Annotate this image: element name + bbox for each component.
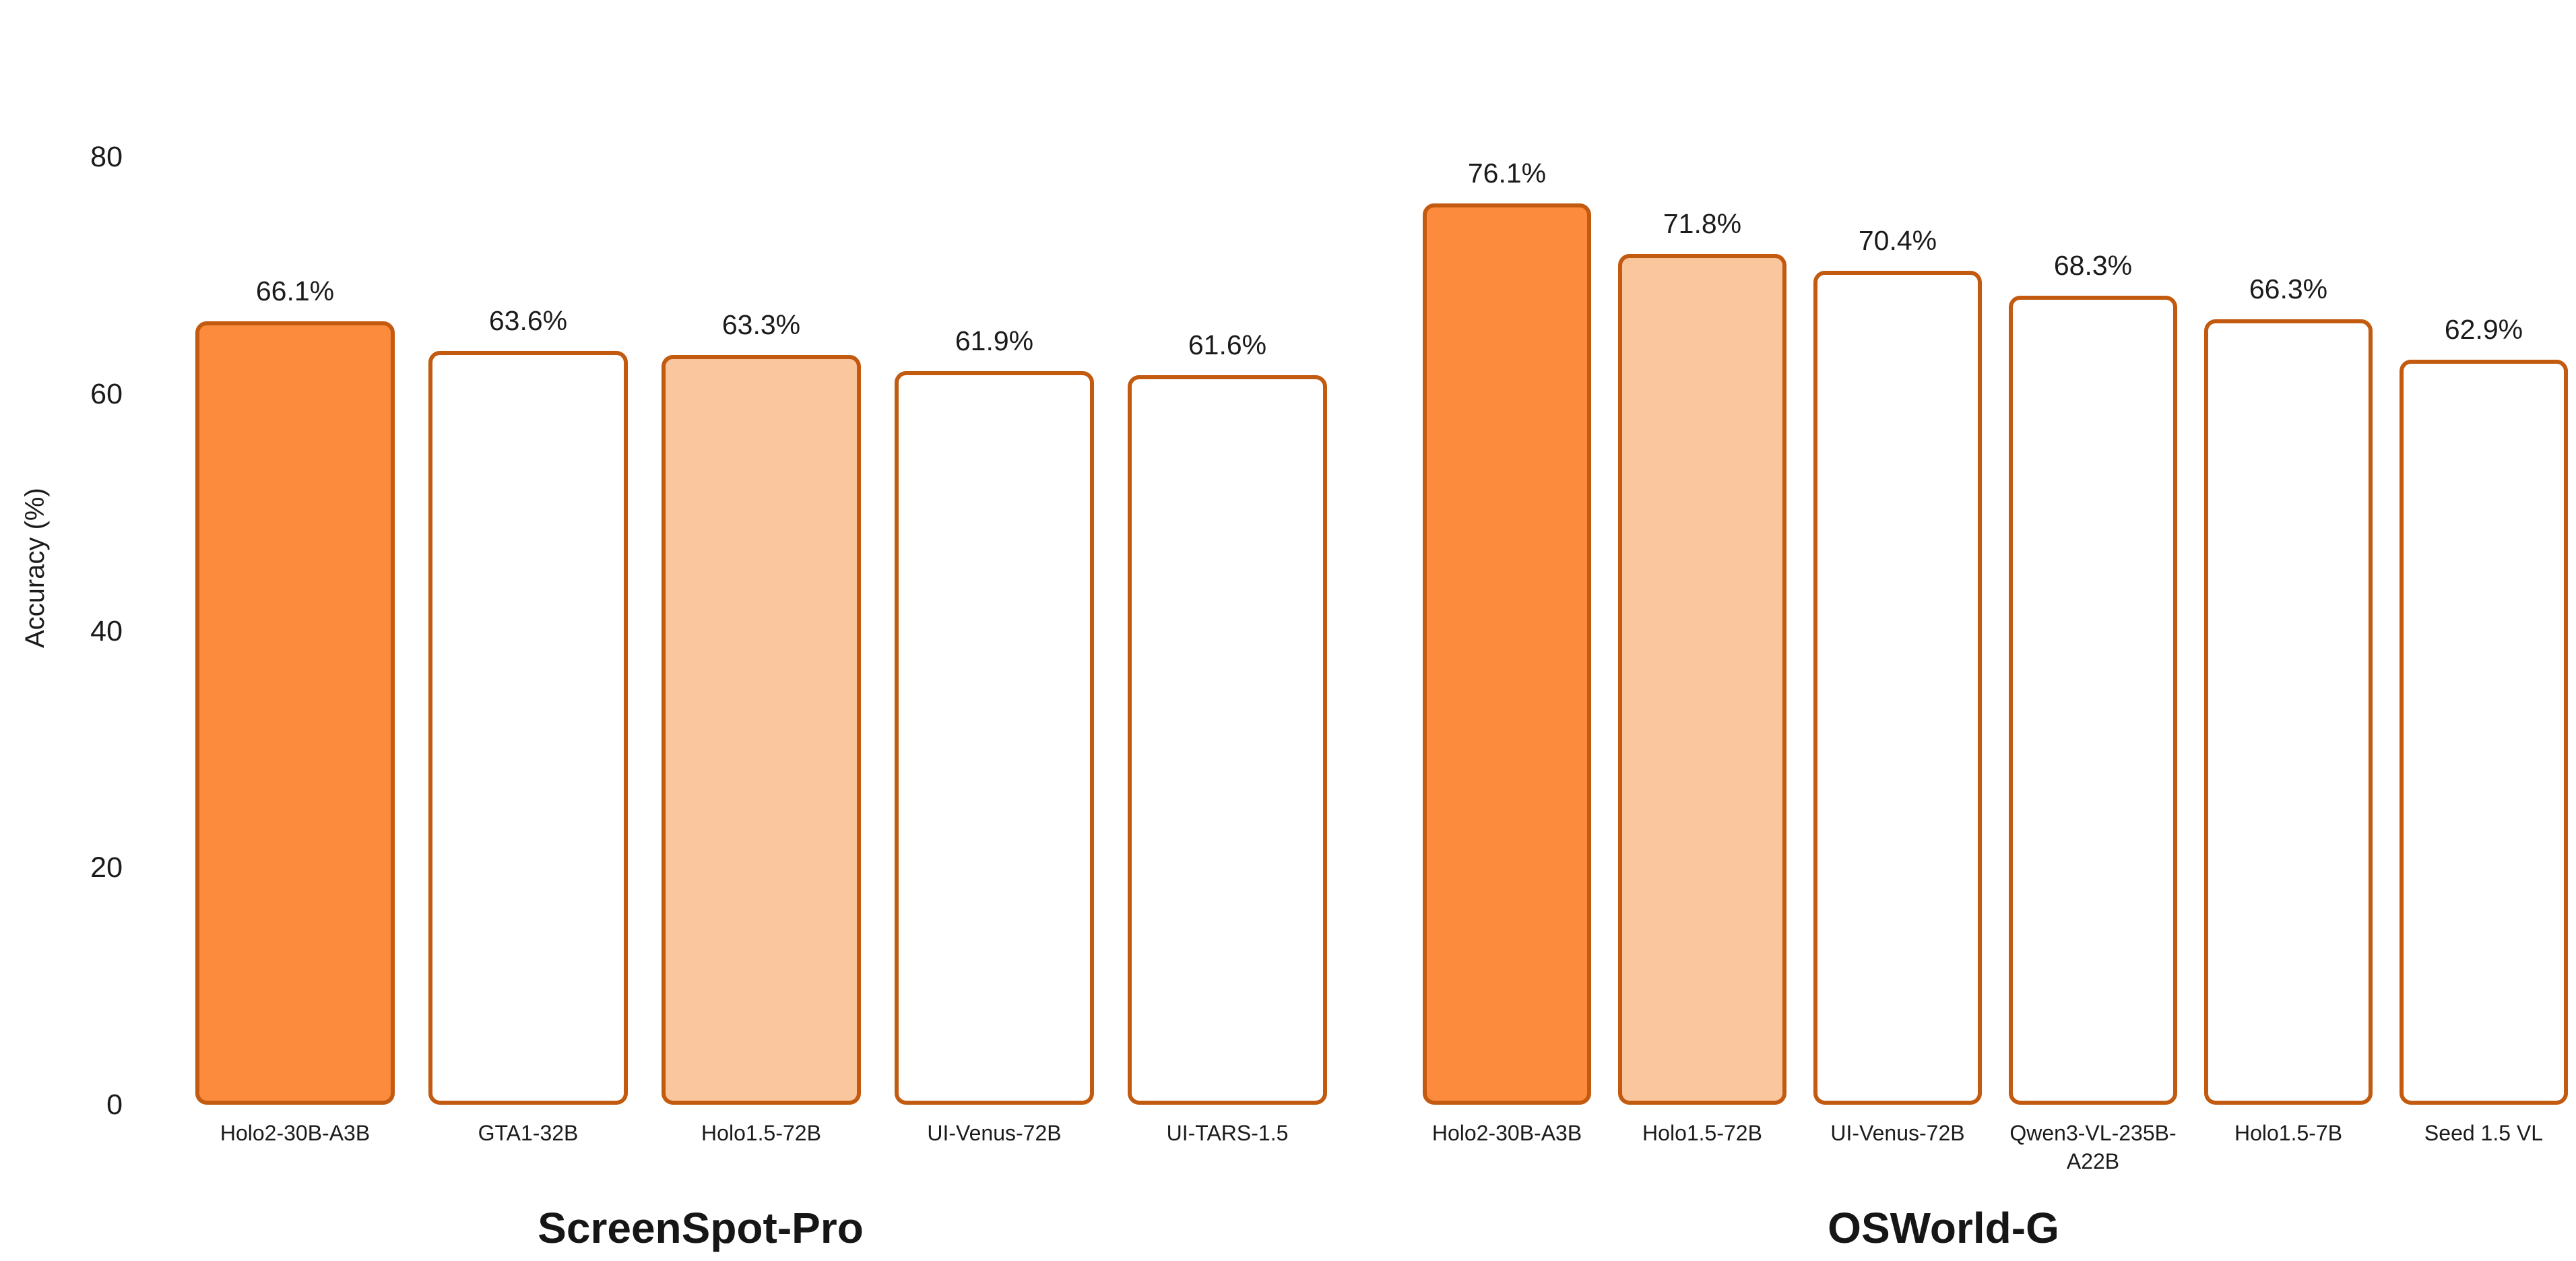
bar-value-label: 61.9%: [955, 325, 1034, 357]
bar-category-label: UI-TARS-1.5: [1166, 1121, 1289, 1145]
bar-category-label: Holo2-30B-A3B: [1431, 1121, 1582, 1145]
y-tick-0: 0: [106, 1089, 123, 1121]
y-tick-80: 80: [90, 141, 123, 173]
bar-UI-Venus-72B: [1813, 270, 1982, 1105]
bar-slot-Holo1.5-72B: 63.3% Holo1.5-72B: [662, 157, 861, 1145]
bar-value-label: 61.6%: [1188, 329, 1267, 360]
bar-slot-Holo2-30B-A3B: 66.1% Holo2-30B-A3B: [195, 157, 395, 1145]
bar-slot-Holo1.5-72B: 71.8% Holo1.5-72B: [1618, 157, 1786, 1145]
bar-value-label: 76.1%: [1467, 157, 1547, 189]
bar-category-label: UI-Venus-72B: [1830, 1121, 1965, 1145]
group-title-osworld-g: OSWorld-G: [1828, 1204, 2059, 1252]
y-tick-20: 20: [90, 851, 123, 884]
bar-Holo2-30B-A3B: [195, 321, 395, 1105]
bar-category-label: Seed 1.5 VL: [2424, 1121, 2544, 1145]
bar-value-label: 70.4%: [1858, 224, 1937, 256]
bar-category-label: Holo1.5-7B: [2234, 1121, 2343, 1145]
bar-category-label: Holo2-30B-A3B: [220, 1121, 371, 1145]
bar-value-label: 63.3%: [721, 309, 801, 340]
bar-value-label: 68.3%: [2053, 249, 2133, 281]
bar-slot-UI-Venus-72B: 70.4% UI-Venus-72B: [1813, 157, 1982, 1145]
bar-GTA1-32B: [428, 351, 628, 1105]
bar-Holo2-30B-A3B: [1423, 203, 1591, 1105]
bar-category-label: GTA1-32B: [478, 1121, 579, 1145]
bar-category-label: Holo1.5-72B: [1642, 1121, 1762, 1145]
y-tick-60: 60: [90, 377, 123, 410]
bar-value-label: 62.9%: [2444, 313, 2523, 345]
bar-Seed 1.5 VL: [2400, 359, 2568, 1105]
bar-value-label: 63.6%: [488, 305, 568, 337]
bar-value-label: 66.3%: [2249, 273, 2328, 304]
bar-Holo1.5-7B: [2204, 319, 2373, 1105]
y-tick-40: 40: [90, 614, 123, 647]
bar-group-osworld-g: 76.1% Holo2-30B-A3B 71.8% Holo1.5-72B 70.4% U…: [1423, 157, 2568, 1173]
bar-Holo1.5-72B: [1618, 254, 1786, 1105]
bar-category-label: UI-Venus-72B: [927, 1121, 1062, 1145]
bar-category-label: Qwen3-VL-235B-A22B: [2009, 1121, 2177, 1173]
bar-slot-Holo2-30B-A3B: 76.1% Holo2-30B-A3B: [1423, 157, 1591, 1145]
bar-category-label: Holo1.5-72B: [701, 1121, 821, 1145]
group-title-screenspot-pro: ScreenSpot-Pro: [538, 1204, 864, 1252]
bar-group-screenspot-pro: 66.1% Holo2-30B-A3B 63.6% GTA1-32B 63.3% Holo…: [195, 157, 1327, 1145]
bar-value-label: 71.8%: [1663, 208, 1742, 240]
bar-UI-TARS-1.5: [1128, 375, 1327, 1105]
bar-UI-Venus-72B: [895, 371, 1094, 1105]
bar-Qwen3-VL-235B-A22B: [2009, 295, 2177, 1105]
bar-slot-Holo1.5-7B: 66.3% Holo1.5-7B: [2204, 157, 2373, 1145]
bar-slot-Qwen3-VL-235B-A22B: 68.3% Qwen3-VL-235B-A22B: [2009, 157, 2177, 1173]
bar-value-label: 66.1%: [255, 276, 335, 307]
bar-slot-UI-TARS-1.5: 61.6% UI-TARS-1.5: [1128, 157, 1327, 1145]
bar-Holo1.5-72B: [662, 354, 861, 1105]
bar-slot-Seed 1.5 VL: 62.9% Seed 1.5 VL: [2400, 157, 2568, 1145]
bar-slot-GTA1-32B: 63.6% GTA1-32B: [428, 157, 628, 1145]
bar-slot-UI-Venus-72B: 61.9% UI-Venus-72B: [895, 157, 1094, 1145]
